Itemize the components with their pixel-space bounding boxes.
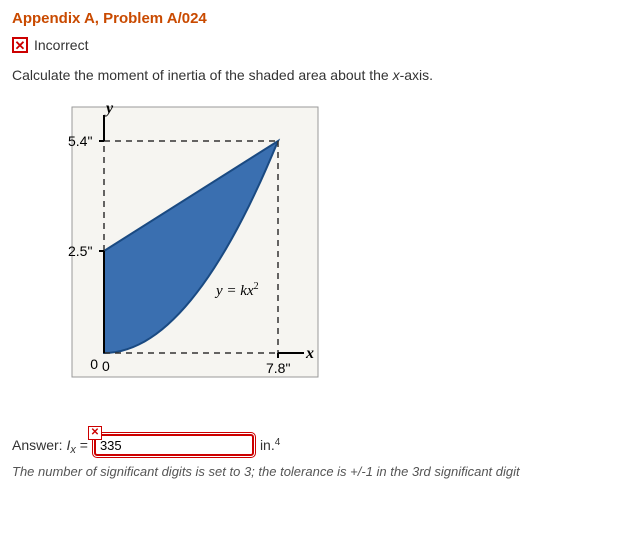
svg-text:7.8": 7.8" (266, 360, 290, 376)
svg-text:x: x (305, 345, 314, 362)
answer-row: Answer: Ix = ✕ in.4 (12, 434, 612, 456)
tolerance-text: The number of significant digits is set … (12, 464, 612, 479)
unit-exp: 4 (275, 437, 281, 448)
answer-unit: in.4 (260, 437, 280, 453)
figure: y x 00 2.5" 5.4" 7.8" y = kx2 (30, 101, 350, 394)
figure-svg: y x 00 2.5" 5.4" 7.8" y = kx2 (30, 101, 330, 391)
svg-text:y = kx2: y = kx2 (214, 281, 259, 299)
problem-title: Appendix A, Problem A/024 (12, 10, 612, 27)
svg-text:5.4": 5.4" (68, 133, 92, 149)
answer-input-wrap: ✕ (94, 434, 254, 456)
question-text: Calculate the moment of inertia of the s… (12, 67, 612, 83)
svg-text:2.5": 2.5" (68, 243, 92, 259)
answer-label: Answer: Ix = (12, 437, 88, 453)
close-icon[interactable]: ✕ (88, 426, 102, 440)
svg-text:0: 0 (90, 356, 98, 372)
answer-subscript: x (70, 444, 76, 456)
answer-input[interactable] (94, 434, 254, 456)
status-row: ✕ Incorrect (12, 37, 612, 53)
question-axis: x (393, 67, 400, 83)
svg-text:y: y (104, 101, 114, 117)
question-suffix: -axis. (400, 67, 433, 83)
answer-prefix: Answer: (12, 437, 66, 453)
svg-text:0: 0 (102, 358, 110, 374)
answer-equals: = (76, 437, 88, 453)
status-text: Incorrect (34, 37, 88, 53)
unit-base: in. (260, 437, 275, 453)
question-prefix: Calculate the moment of inertia of the s… (12, 67, 393, 83)
incorrect-icon: ✕ (12, 37, 28, 53)
